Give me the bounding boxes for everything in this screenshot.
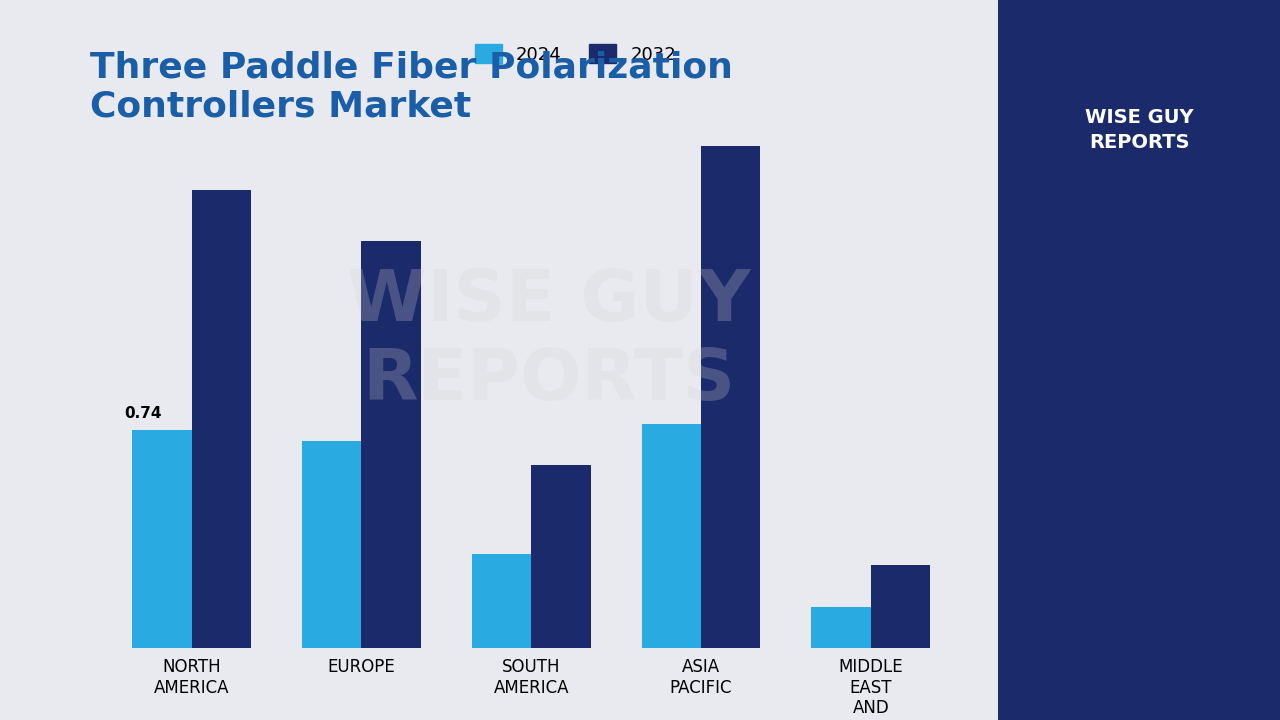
- Bar: [870, 565, 931, 648]
- Bar: [132, 430, 192, 648]
- Bar: [641, 423, 701, 648]
- Bar: [472, 554, 531, 648]
- Text: WISE GUY
REPORTS: WISE GUY REPORTS: [1085, 107, 1193, 152]
- Text: WISE GUY
REPORTS: WISE GUY REPORTS: [347, 266, 750, 415]
- Bar: [701, 146, 760, 648]
- Legend: 2024, 2032: 2024, 2032: [467, 37, 684, 71]
- Bar: [531, 465, 590, 648]
- Bar: [361, 240, 421, 648]
- Bar: [192, 191, 251, 648]
- Bar: [812, 607, 870, 648]
- Text: Three Paddle Fiber Polarization
Controllers Market: Three Paddle Fiber Polarization Controll…: [90, 50, 732, 124]
- Text: 0.74: 0.74: [124, 406, 161, 420]
- Bar: [302, 441, 361, 648]
